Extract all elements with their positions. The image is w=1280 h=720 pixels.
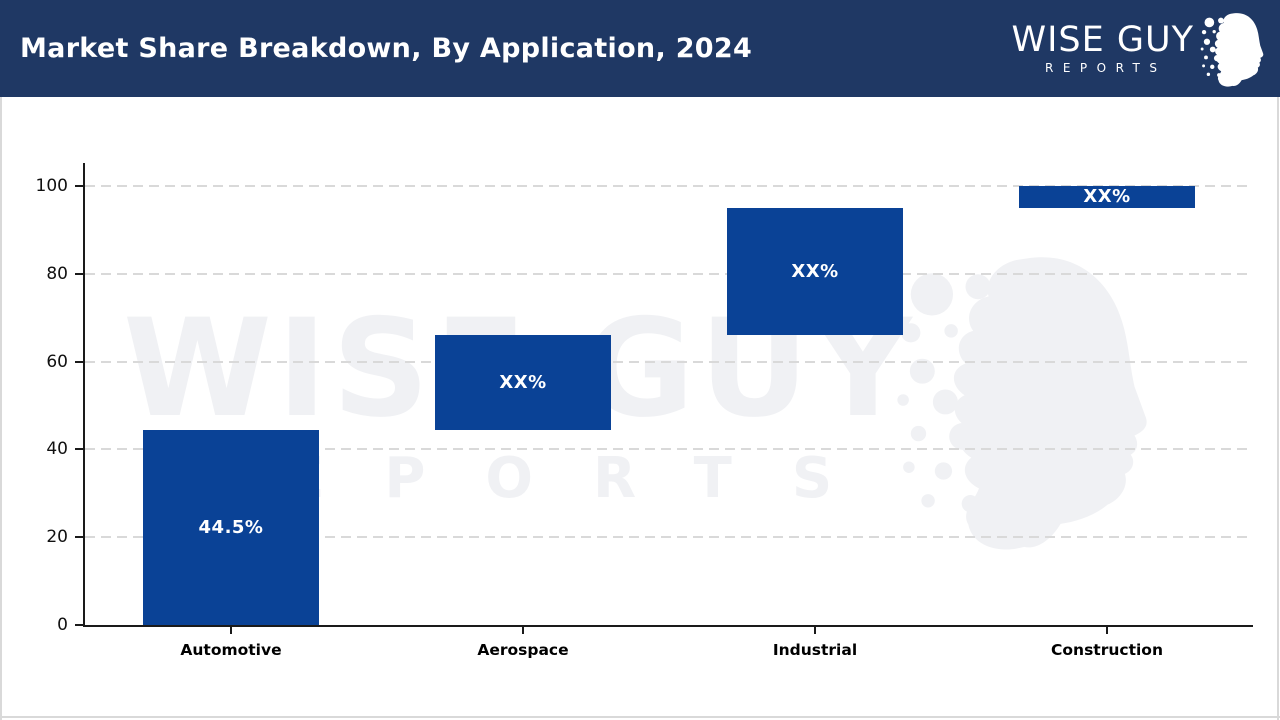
gridline-20 (85, 536, 1253, 539)
gridline-60 (85, 360, 1253, 363)
bar-value-label: 44.5% (198, 516, 264, 538)
page-title: Market Share Breakdown, By Application, … (20, 33, 753, 64)
bar-value-label: XX% (499, 371, 547, 393)
frame-border-bottom (0, 716, 1280, 718)
y-tick (75, 272, 83, 275)
bar-industrial (727, 207, 903, 336)
x-tick (522, 627, 524, 634)
y-tick (75, 185, 83, 187)
bar-value-label: XX% (1083, 186, 1131, 208)
frame-border-right (1277, 97, 1279, 720)
y-axis-tick-label: 0 (57, 615, 68, 635)
y-axis-tick-label: 60 (46, 351, 68, 372)
watermark-head-icon (897, 257, 1147, 550)
y-axis-tick-label: 20 (46, 527, 68, 548)
y-axis-tick-label: 100 (35, 176, 68, 196)
gridline-100 (85, 185, 1253, 187)
logo-wordmark-line2: REPORTS (1044, 60, 1167, 75)
x-axis-category-label: Aerospace (477, 641, 569, 659)
x-axis-category-label: Industrial (772, 641, 858, 659)
x-tick (1106, 627, 1108, 634)
wise-guy-logo: WISE GUY REPORTS (1011, 8, 1280, 90)
bar-construction (1019, 186, 1195, 208)
header-bar: Market Share Breakdown, By Application, … (0, 0, 1280, 97)
logo-head-icon (1200, 12, 1264, 87)
bar-aerospace (435, 335, 611, 430)
frame-border-left (0, 97, 2, 720)
y-axis-tick-label: 40 (46, 439, 68, 460)
y-tick (75, 536, 83, 539)
logo-wordmark: WISE GUY REPORTS (1011, 19, 1194, 75)
bar-automotive (143, 429, 319, 625)
gridline-80 (85, 272, 1253, 275)
y-tick (75, 448, 83, 451)
bar-value-label: XX% (791, 261, 839, 283)
y-axis-tick-label: 80 (46, 263, 68, 284)
logo-wordmark-line1: WISE GUY (1011, 19, 1194, 60)
x-tick (814, 627, 816, 634)
y-tick (75, 624, 83, 626)
x-tick (230, 627, 232, 634)
x-axis-category-label: Automotive (180, 641, 282, 659)
x-axis-line (83, 625, 1253, 627)
y-tick (75, 360, 83, 363)
gridline-40 (85, 448, 1253, 451)
x-axis-category-label: Construction (1051, 641, 1163, 659)
y-axis-line (83, 163, 85, 627)
